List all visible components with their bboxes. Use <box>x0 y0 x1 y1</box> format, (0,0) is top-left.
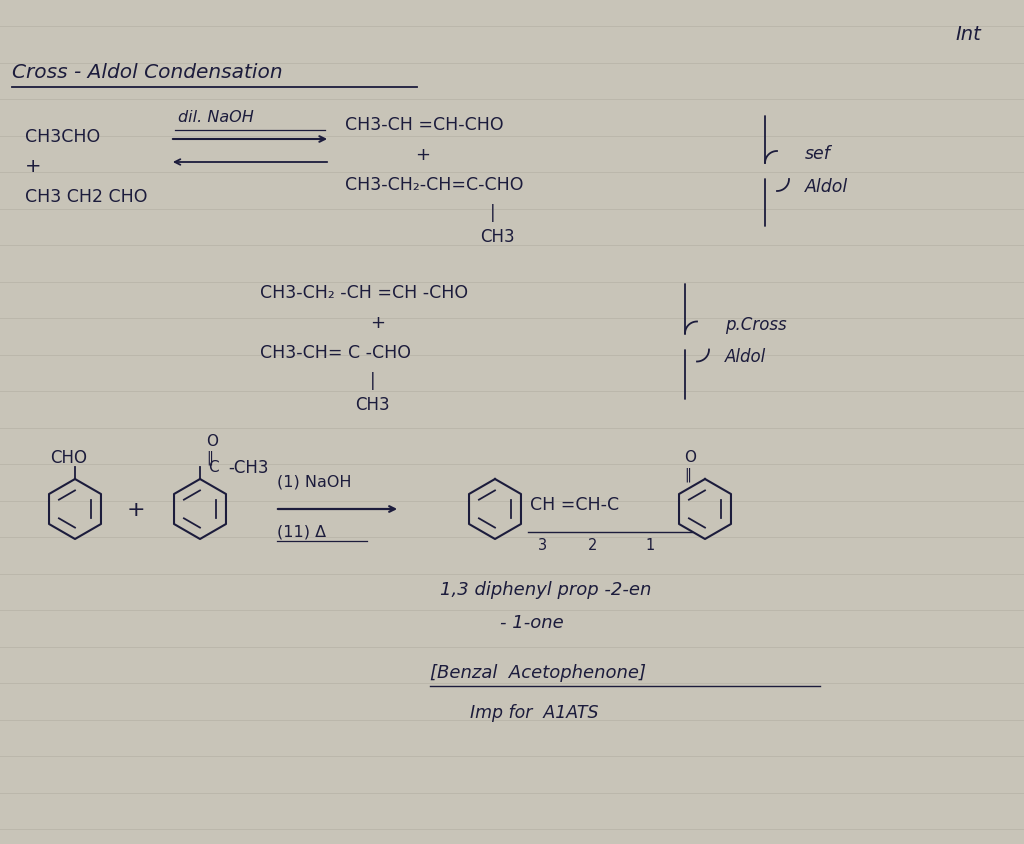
Text: CHO: CHO <box>50 448 87 467</box>
Text: CH3-CH =CH-CHO: CH3-CH =CH-CHO <box>345 116 504 134</box>
Text: ‖: ‖ <box>206 450 213 465</box>
Text: Aldol: Aldol <box>805 178 848 196</box>
Text: Aldol: Aldol <box>725 348 766 366</box>
Text: CH3 CH2 CHO: CH3 CH2 CHO <box>25 187 147 206</box>
Text: 1: 1 <box>645 538 654 553</box>
Text: CH3: CH3 <box>480 228 515 246</box>
Text: +: + <box>415 146 430 164</box>
Text: +: + <box>370 314 385 332</box>
Text: CH3: CH3 <box>355 396 389 414</box>
Text: |: | <box>490 203 496 222</box>
Text: C: C <box>208 460 219 475</box>
Text: -CH3: -CH3 <box>228 458 268 476</box>
Text: CH =CH-C: CH =CH-C <box>530 495 620 513</box>
Text: 2: 2 <box>588 538 597 553</box>
Text: sef: sef <box>805 145 830 163</box>
Text: |: | <box>370 371 376 390</box>
Text: (11) Δ: (11) Δ <box>278 524 326 538</box>
Text: CH3CHO: CH3CHO <box>25 127 100 146</box>
Text: +: + <box>127 500 145 519</box>
Text: 3: 3 <box>538 538 547 553</box>
Text: - 1-one: - 1-one <box>500 614 564 631</box>
Text: ‖: ‖ <box>684 468 691 482</box>
Text: (1) NaOH: (1) NaOH <box>278 474 351 489</box>
Text: CH3-CH₂-CH=C-CHO: CH3-CH₂-CH=C-CHO <box>345 176 523 194</box>
Text: O: O <box>684 450 696 465</box>
Text: O: O <box>206 434 218 449</box>
Text: Imp for  A1ATS: Imp for A1ATS <box>470 703 598 721</box>
Text: [Benzal  Acetophenone]: [Benzal Acetophenone] <box>430 663 646 681</box>
Text: CH3-CH₂ -CH =CH -CHO: CH3-CH₂ -CH =CH -CHO <box>260 284 468 301</box>
Text: +: + <box>25 157 42 176</box>
Text: p.Cross: p.Cross <box>725 315 786 333</box>
Text: CH3-CH= C -CHO: CH3-CH= C -CHO <box>260 344 411 361</box>
Text: Int: Int <box>955 25 981 45</box>
Text: Cross - Aldol Condensation: Cross - Aldol Condensation <box>12 63 283 83</box>
Text: 1,3 diphenyl prop -2-en: 1,3 diphenyl prop -2-en <box>440 581 651 598</box>
Text: dil. NaOH: dil. NaOH <box>178 110 254 124</box>
